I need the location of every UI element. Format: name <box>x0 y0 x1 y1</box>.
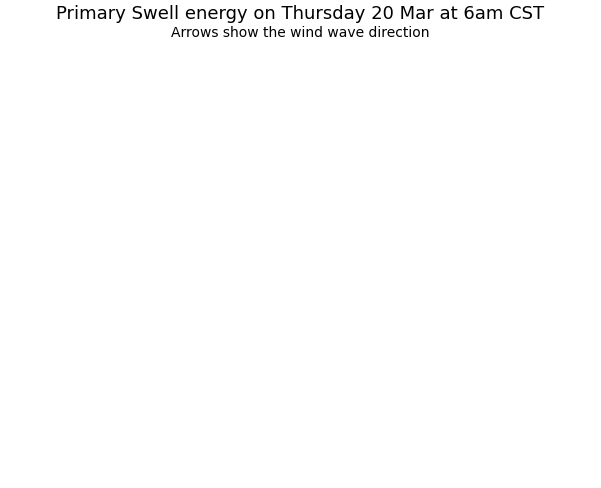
Text: Arrows show the wind wave direction: Arrows show the wind wave direction <box>171 26 430 40</box>
Text: Primary Swell energy on Thursday 20 Mar at 6am CST: Primary Swell energy on Thursday 20 Mar … <box>56 5 545 23</box>
